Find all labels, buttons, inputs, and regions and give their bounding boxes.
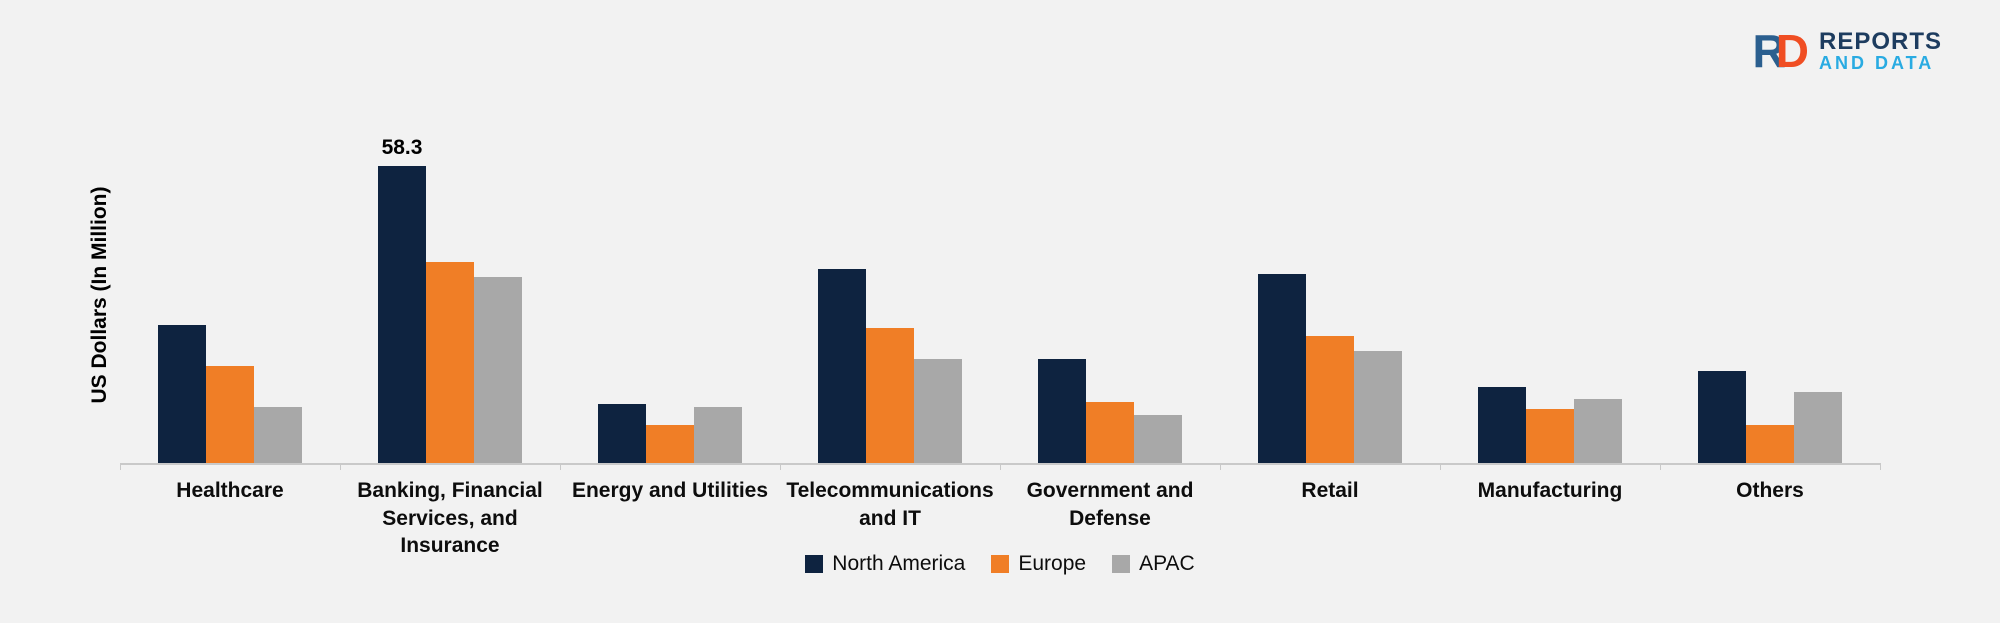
axis-tick xyxy=(1000,463,1001,470)
axis-tick xyxy=(780,463,781,470)
category-label: Healthcare xyxy=(120,477,340,560)
bar-north-america xyxy=(818,269,866,463)
bar-north-america: 58.3 xyxy=(378,136,426,463)
legend-swatch-icon xyxy=(1112,555,1131,573)
axis-tick xyxy=(340,463,341,470)
bar-north-america xyxy=(1038,359,1086,463)
bar-north-america xyxy=(1478,387,1526,463)
bar-apac xyxy=(1354,351,1402,463)
bar-europe xyxy=(1086,402,1134,463)
bar-apac xyxy=(1574,399,1622,463)
category-label-text: Healthcare xyxy=(176,479,284,502)
bar-apac xyxy=(914,359,962,463)
category-label-text: Government and Defense xyxy=(1026,479,1194,530)
legend-swatch-icon xyxy=(805,555,824,573)
category-label-text: Banking, Financial Services, and Insuran… xyxy=(357,479,543,558)
bar-apac xyxy=(694,407,742,463)
bar-group: 58.3 xyxy=(340,136,560,463)
category-label: Manufacturing xyxy=(1440,477,1660,560)
category-label: Others xyxy=(1660,477,1880,560)
bar-europe xyxy=(646,425,694,463)
bar-north-america xyxy=(1698,371,1746,463)
bar-north-america xyxy=(598,404,646,463)
category-label-text: Retail xyxy=(1301,479,1359,502)
bar-europe xyxy=(426,262,474,463)
axis-tick xyxy=(1660,463,1661,470)
logo-letter-r: R xyxy=(1752,25,1786,77)
legend-item-north-america: North America xyxy=(805,552,965,576)
axis-tick xyxy=(120,463,121,470)
category-label: Energy and Utilities xyxy=(560,477,780,560)
logo-text-reports: REPORTS xyxy=(1818,27,1942,55)
bar-europe xyxy=(866,328,914,463)
axis-tick xyxy=(1220,463,1221,470)
legend: North America Europe APAC xyxy=(120,552,1880,576)
axis-tick xyxy=(1880,463,1881,470)
legend-item-europe: Europe xyxy=(991,552,1086,576)
bar-north-america xyxy=(158,325,206,463)
data-label: 58.3 xyxy=(381,136,423,159)
category-label-text: Others xyxy=(1736,479,1804,502)
logo-text-and-data: AND DATA xyxy=(1818,53,1935,74)
category-label-text: Telecommunications and IT xyxy=(786,479,994,530)
bar-group xyxy=(120,325,340,463)
bar-north-america xyxy=(1258,274,1306,463)
bar-apac xyxy=(254,407,302,463)
bar-group xyxy=(1000,359,1220,463)
axis-tick xyxy=(560,463,561,470)
bar-group xyxy=(1660,371,1880,463)
legend-swatch-icon xyxy=(991,555,1010,573)
reports-and-data-logo: R D REPORTS AND DATA xyxy=(1753,28,1942,74)
legend-label: APAC xyxy=(1139,552,1195,575)
plot-area: 58.3 xyxy=(120,136,1880,465)
y-axis-label: US Dollars (In Million) xyxy=(88,186,111,404)
x-axis-ticks xyxy=(120,463,1881,470)
bar-apac xyxy=(1134,415,1182,463)
x-axis-labels: Healthcare Banking, Financial Services, a… xyxy=(120,477,1880,560)
category-label-text: Energy and Utilities xyxy=(571,479,769,502)
category-label: Telecommunications and IT xyxy=(780,477,1000,560)
category-label: Retail xyxy=(1220,477,1440,560)
legend-label: North America xyxy=(832,552,966,575)
category-label: Government and Defense xyxy=(1000,477,1220,560)
bar-apac xyxy=(474,277,522,463)
bar-group xyxy=(1220,274,1440,463)
bar-group xyxy=(780,269,1000,463)
logo-letter-d: D xyxy=(1775,25,1809,77)
logo-mark-icon: R D xyxy=(1753,28,1809,74)
bar-group xyxy=(1440,387,1660,463)
bar-europe xyxy=(206,366,254,463)
category-label: Banking, Financial Services, and Insuran… xyxy=(340,477,560,560)
legend-item-apac: APAC xyxy=(1112,552,1195,576)
category-label-text: Manufacturing xyxy=(1477,479,1623,502)
bar-group xyxy=(560,404,780,463)
bar-apac xyxy=(1794,392,1842,463)
bar-europe xyxy=(1306,336,1354,463)
legend-label: Europe xyxy=(1018,552,1087,575)
bar-europe xyxy=(1746,425,1794,463)
bar-europe xyxy=(1526,409,1574,463)
logo-text: REPORTS AND DATA xyxy=(1819,29,1942,73)
axis-tick xyxy=(1440,463,1441,470)
